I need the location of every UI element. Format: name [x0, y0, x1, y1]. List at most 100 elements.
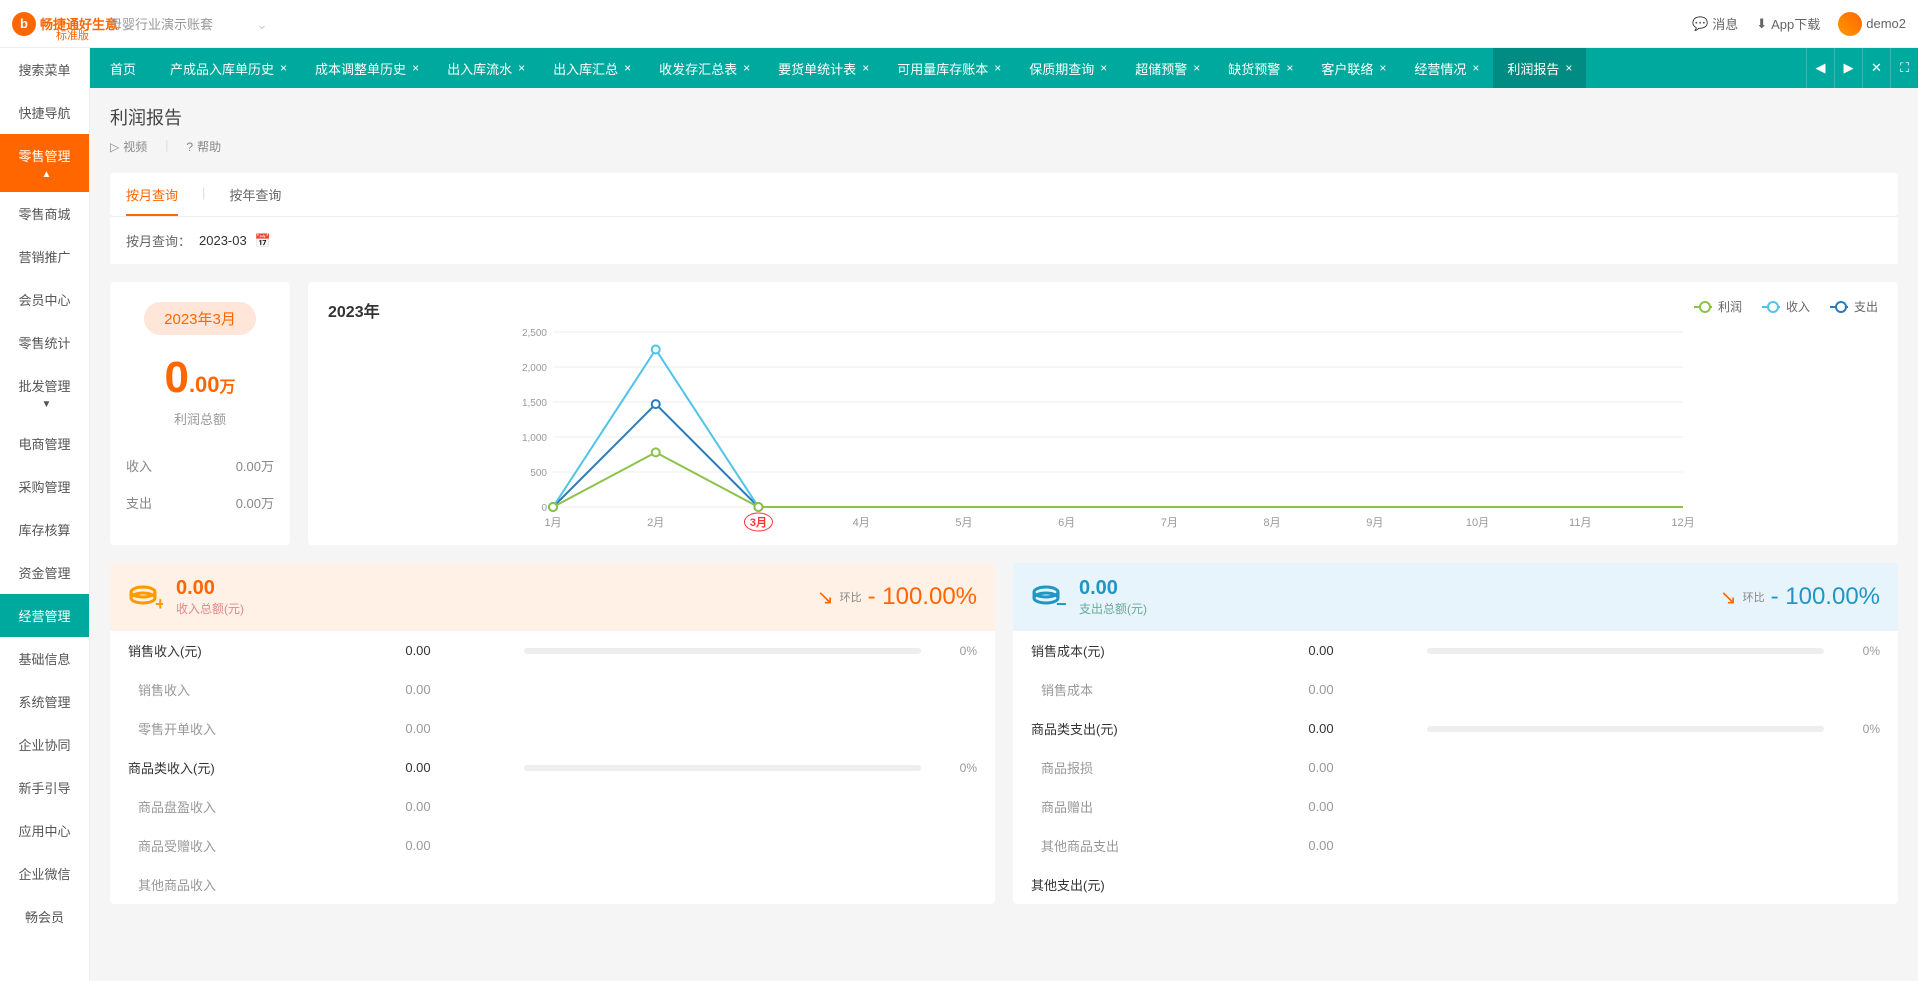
summary-card: 2023年3月 0.00万 利润总额 收入0.00万 支出0.00万	[110, 282, 290, 545]
sidebar-item-quick-nav[interactable]: 快捷导航	[0, 91, 89, 134]
tab-close-icon[interactable]: ×	[412, 61, 419, 75]
svg-text:+: +	[155, 594, 163, 614]
sidebar-item-vip[interactable]: 畅会员	[0, 895, 89, 938]
sidebar-item-retail[interactable]: 零售管理 ▲	[0, 134, 89, 192]
tab-close-icon[interactable]: ×	[624, 61, 631, 75]
filter-date[interactable]: 2023-03	[199, 233, 247, 248]
app-download-link[interactable]: ⬇App下载	[1756, 14, 1820, 33]
expense-total-card: − 0.00 支出总额(元) ↘ 环比 - 100.00%	[1013, 563, 1898, 904]
tab-close-icon[interactable]: ×	[862, 61, 869, 75]
income-total-value: 0.00	[176, 577, 244, 600]
detail-row: 销售成本(元)0.000%	[1013, 631, 1898, 670]
svg-text:6月: 6月	[1058, 517, 1075, 529]
trend-label: 环比	[840, 589, 862, 605]
sidebar-item-marketing[interactable]: 营销推广	[0, 235, 89, 278]
tab-close-icon[interactable]: ×	[1379, 61, 1386, 75]
filter-label: 按月查询：	[126, 231, 191, 250]
messages-link[interactable]: 💬消息	[1692, 14, 1738, 33]
sidebar-item-search-menu[interactable]: 搜索菜单	[0, 48, 89, 91]
tab-经营情况[interactable]: 经营情况×	[1400, 48, 1493, 88]
sidebar-item-wholesale[interactable]: 批发管理 ▼	[0, 364, 89, 422]
income-value: 0.00万	[236, 456, 274, 475]
sidebar-item-members[interactable]: 会员中心	[0, 278, 89, 321]
logo-icon: b	[12, 12, 36, 36]
sub-tabs: 按月查询 | 按年查询	[110, 173, 1898, 217]
tab-close-icon[interactable]: ×	[743, 61, 750, 75]
tab-客户联络[interactable]: 客户联络×	[1307, 48, 1400, 88]
detail-row: 商品赠出0.00	[1013, 787, 1898, 826]
user-menu[interactable]: demo2	[1838, 12, 1906, 36]
expense-total-value: 0.00	[1079, 577, 1147, 600]
tab-首页[interactable]: 首页	[90, 48, 156, 88]
tab-close-icon[interactable]: ×	[994, 61, 1001, 75]
tab-产成品入库单历史[interactable]: 产成品入库单历史×	[156, 48, 301, 88]
help-link[interactable]: ?帮助	[186, 138, 221, 155]
tab-close-icon[interactable]: ×	[1472, 61, 1479, 75]
expense-total-label: 支出总额(元)	[1079, 600, 1147, 617]
account-select[interactable]: 母婴行业演示账套 ⌄	[109, 14, 268, 33]
page-title: 利润报告	[110, 104, 1898, 130]
tab-close-icon[interactable]: ×	[1565, 61, 1572, 75]
tabs-prev-button[interactable]: ◀	[1806, 48, 1834, 88]
trend-label: 环比	[1743, 589, 1765, 605]
video-link[interactable]: ▷视频	[110, 138, 147, 155]
sidebar-item-inventory[interactable]: 库存核算	[0, 508, 89, 551]
tab-收发存汇总表[interactable]: 收发存汇总表×	[645, 48, 764, 88]
tab-by-year[interactable]: 按年查询	[229, 185, 281, 216]
legend-expense: 支出	[1854, 298, 1878, 315]
tabs-fullscreen-button[interactable]: ⛶	[1890, 48, 1918, 88]
svg-text:3月: 3月	[750, 516, 767, 529]
logo-sub: 标准版	[56, 27, 89, 43]
sidebar-item-retail-mall[interactable]: 零售商城	[0, 192, 89, 235]
calendar-icon[interactable]: 📅	[255, 233, 271, 249]
sidebar-item-ecommerce[interactable]: 电商管理	[0, 422, 89, 465]
sidebar-item-ops[interactable]: 经营管理	[0, 594, 89, 637]
tabs-bar: 首页产成品入库单历史×成本调整单历史×出入库流水×出入库汇总×收发存汇总表×要货…	[90, 48, 1918, 88]
sidebar-item-wechat[interactable]: 企业微信	[0, 852, 89, 895]
tab-可用量库存账本[interactable]: 可用量库存账本×	[883, 48, 1015, 88]
tab-保质期查询[interactable]: 保质期查询×	[1015, 48, 1121, 88]
trend-down-icon: ↘	[1720, 585, 1737, 610]
tab-出入库汇总[interactable]: 出入库汇总×	[539, 48, 645, 88]
svg-text:−: −	[1056, 594, 1066, 614]
sidebar-item-purchase[interactable]: 采购管理	[0, 465, 89, 508]
tab-要货单统计表[interactable]: 要货单统计表×	[764, 48, 883, 88]
help-icon: ?	[186, 140, 193, 154]
svg-text:1,500: 1,500	[522, 398, 547, 409]
tab-close-icon[interactable]: ×	[518, 61, 525, 75]
tab-成本调整单历史[interactable]: 成本调整单历史×	[301, 48, 433, 88]
tabs-next-button[interactable]: ▶	[1834, 48, 1862, 88]
tab-close-icon[interactable]: ×	[1286, 61, 1293, 75]
svg-text:12月: 12月	[1671, 517, 1694, 529]
detail-row: 商品类收入(元)0.000%	[110, 748, 995, 787]
legend-profit: 利润	[1718, 298, 1742, 315]
svg-text:2,500: 2,500	[522, 328, 547, 339]
detail-row: 零售开单收入0.00	[110, 709, 995, 748]
svg-text:500: 500	[530, 468, 547, 479]
svg-text:2,000: 2,000	[522, 363, 547, 374]
sidebar-item-collab[interactable]: 企业协同	[0, 723, 89, 766]
tab-close-icon[interactable]: ×	[1100, 61, 1107, 75]
sidebar-item-apps[interactable]: 应用中心	[0, 809, 89, 852]
detail-row: 商品盘盈收入0.00	[110, 787, 995, 826]
sidebar-item-finance[interactable]: 资金管理	[0, 551, 89, 594]
sidebar-item-system[interactable]: 系统管理	[0, 680, 89, 723]
tab-by-month[interactable]: 按月查询	[126, 185, 178, 216]
line-chart: 05001,0001,5002,0002,5001月2月3月4月5月6月7月8月…	[328, 322, 1878, 532]
tab-超储预警[interactable]: 超储预警×	[1121, 48, 1214, 88]
svg-text:0: 0	[541, 503, 547, 514]
sidebar-item-retail-stats[interactable]: 零售统计	[0, 321, 89, 364]
sidebar-item-basic[interactable]: 基础信息	[0, 637, 89, 680]
sidebar-item-guide[interactable]: 新手引导	[0, 766, 89, 809]
tab-close-icon[interactable]: ×	[280, 61, 287, 75]
chart-legend: 利润 收入 支出	[1694, 298, 1878, 315]
tabs-close-button[interactable]: ✕	[1862, 48, 1890, 88]
tab-出入库流水[interactable]: 出入库流水×	[433, 48, 539, 88]
period-pill: 2023年3月	[144, 302, 256, 335]
tab-缺货预警[interactable]: 缺货预警×	[1214, 48, 1307, 88]
tab-close-icon[interactable]: ×	[1193, 61, 1200, 75]
income-total-card: + 0.00 收入总额(元) ↘ 环比 - 100.00%	[110, 563, 995, 904]
svg-text:1月: 1月	[544, 517, 561, 529]
tab-利润报告[interactable]: 利润报告×	[1493, 48, 1586, 88]
legend-income: 收入	[1786, 298, 1810, 315]
